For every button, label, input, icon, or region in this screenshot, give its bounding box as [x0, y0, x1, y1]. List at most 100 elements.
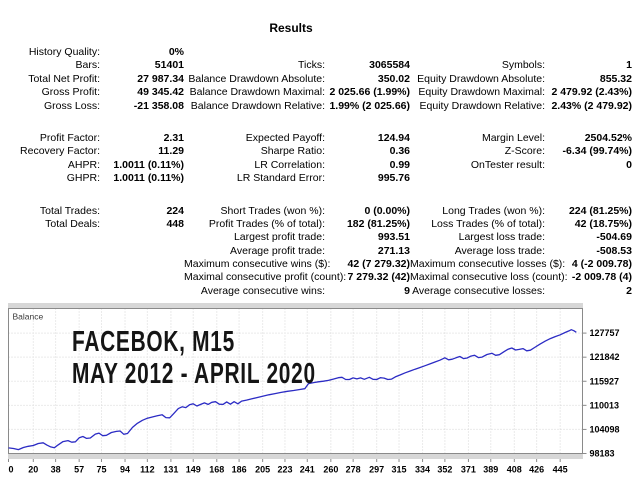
stat-value: 1 [626, 59, 632, 72]
stat-value [100, 285, 184, 298]
x-axis-tick-label: 131 [163, 465, 178, 475]
stat-value: 855.32 [599, 72, 632, 85]
page-title: Results [269, 21, 313, 35]
stat-value: 2 479.92 (2.43%) [551, 86, 632, 99]
stat-value: 4 (-2 009.78) [571, 258, 632, 271]
x-axis-tick-label: 205 [255, 465, 270, 475]
stat-label: Expected Payoff: [245, 131, 325, 144]
results-stats-table: History Quality: 0% Bars: 51401 Ticks: 306558… [0, 46, 634, 298]
stat-value: -6.34 (99.74%) [562, 145, 632, 158]
stat-row: Total Trades: 224 Short Trades (won %): 0 (… [0, 205, 634, 218]
stat-value: 42 (18.75%) [574, 217, 632, 230]
stat-label: History Quality: [28, 46, 100, 58]
stat-value: 224 (81.25%) [568, 204, 632, 217]
stat-value: 3065584 [369, 59, 410, 72]
stat-label: Maximal consecutive loss (count): [410, 271, 568, 284]
stat-label: OnTester result: [470, 158, 545, 171]
stat-row: Largest profit trade: 993.51 Largest loss … [0, 231, 634, 244]
stat-label [184, 46, 325, 59]
stat-value: 7 279.32 (42) [347, 271, 410, 284]
x-axis-tick-label: 112 [140, 465, 155, 475]
stat-row: History Quality: 0% [0, 46, 634, 59]
stat-label [410, 46, 545, 59]
stat-label: AHPR: [67, 158, 100, 171]
stat-value [325, 46, 410, 59]
stat-row: Total Deals: 448 Profit Trades (% of total… [0, 218, 634, 231]
stat-value [545, 46, 632, 59]
x-axis-tick-label: 445 [553, 465, 568, 475]
stat-value: 0 [626, 158, 632, 171]
stat-row: Recovery Factor: 11.29 Sharpe Ratio: 0.36 Z-… [0, 145, 634, 158]
stat-label: Equity Drawdown Relative: [419, 99, 545, 112]
stat-row: Bars: 51401 Ticks: 3065584 Symbols: 1 [0, 59, 634, 72]
plot-background [8, 308, 583, 454]
stat-value: 51401 [154, 59, 184, 72]
stat-label: Profit Trades (% of total): [208, 217, 325, 230]
stat-label [0, 245, 100, 258]
x-axis-tick-label: 389 [483, 465, 498, 475]
stat-label: Symbols: [501, 59, 545, 72]
stat-label: GHPR: [66, 172, 100, 185]
x-axis-tick-label: 223 [277, 465, 292, 475]
stat-row: AHPR: 1.0011 (0.11%) LR Correlation: 0.99 On… [0, 159, 634, 172]
stat-value: -2 009.78 (4) [571, 271, 632, 284]
x-axis-tick-label: 149 [186, 465, 201, 475]
stat-row: Average consecutive wins: 9 Average consec… [0, 285, 634, 298]
stat-row: Average profit trade: 271.13 Average loss … [0, 245, 634, 258]
x-axis-tick-label: 168 [209, 465, 224, 475]
stat-value: 27 987.34 [137, 72, 184, 85]
x-axis-tick-label: 38 [51, 465, 61, 475]
stat-label [0, 271, 100, 284]
stat-label: Profit Factor: [39, 131, 100, 144]
balance-series-label: Balance [13, 312, 44, 322]
stat-value: 1.99% (2 025.66) [329, 99, 410, 112]
x-axis-tick-label: 186 [232, 465, 247, 475]
x-axis-tick-label: 352 [437, 465, 452, 475]
stat-row: GHPR: 1.0011 (0.11%) LR Standard Error: 995… [0, 172, 634, 185]
stat-value [100, 231, 184, 244]
stat-value: 0.99 [389, 158, 410, 171]
balance-line [8, 329, 577, 451]
stat-value: 995.76 [377, 172, 410, 185]
stat-value: 224 [166, 204, 184, 217]
x-axis-tick-label: 20 [28, 465, 38, 475]
stat-label: Balance Drawdown Relative: [190, 99, 325, 112]
stat-label: Total Trades: [39, 204, 100, 217]
stat-row: Gross Loss: -21 358.08 Balance Drawdown Re… [0, 100, 634, 113]
stat-row: Maximal consecutive profit (count): 7 279… [0, 271, 634, 284]
stat-value [100, 258, 184, 271]
stat-label: Total Deals: [45, 217, 100, 230]
stat-label: Ticks: [297, 59, 325, 72]
stat-value: 1.0011 (0.11%) [113, 158, 184, 171]
stat-spacer-row [0, 113, 634, 132]
stat-value: 42 (7 279.32) [347, 258, 410, 271]
stat-label: Gross Profit: [41, 86, 100, 99]
stat-value: -508.53 [596, 244, 632, 257]
stat-label: Recovery Factor: [20, 145, 100, 158]
stat-value: 9 [404, 284, 410, 297]
y-axis-tick-label: 127757 [590, 328, 620, 338]
x-axis-tick-label: 278 [346, 465, 361, 475]
y-axis-tick-label: 110013 [590, 400, 620, 410]
y-axis-tick-label: 98183 [590, 449, 615, 459]
stat-value: 182 (81.25%) [346, 217, 410, 230]
x-axis-tick-label: 57 [74, 465, 84, 475]
stat-label: Long Trades (won %): [442, 204, 545, 217]
stat-label: Balance Drawdown Absolute: [188, 72, 325, 85]
stat-label [0, 258, 100, 271]
stat-label [0, 231, 100, 244]
x-axis-tick-label: 241 [300, 465, 315, 475]
y-axis-tick-label: 115927 [590, 376, 620, 386]
balance-chart-canvas: 0 20 38 57 75 94 112 131 149 168 186 205 223 241 260 27… [8, 303, 620, 475]
stat-label: Bars: [75, 59, 100, 72]
stat-value [100, 271, 184, 284]
stat-label [0, 285, 100, 298]
chart-watermark: FACEBOK, M15 MAY 2012 - APRIL 2020 [72, 326, 316, 390]
stat-value: 271.13 [377, 244, 410, 257]
stat-spacer-row [0, 186, 634, 205]
x-axis-tick-label: 297 [369, 465, 384, 475]
stat-value: 2 [626, 284, 632, 297]
y-axis-tick-label: 121842 [590, 352, 620, 362]
stat-label: Total Net Profit: [28, 72, 100, 85]
stat-value: 1.0011 (0.11%) [113, 172, 184, 185]
